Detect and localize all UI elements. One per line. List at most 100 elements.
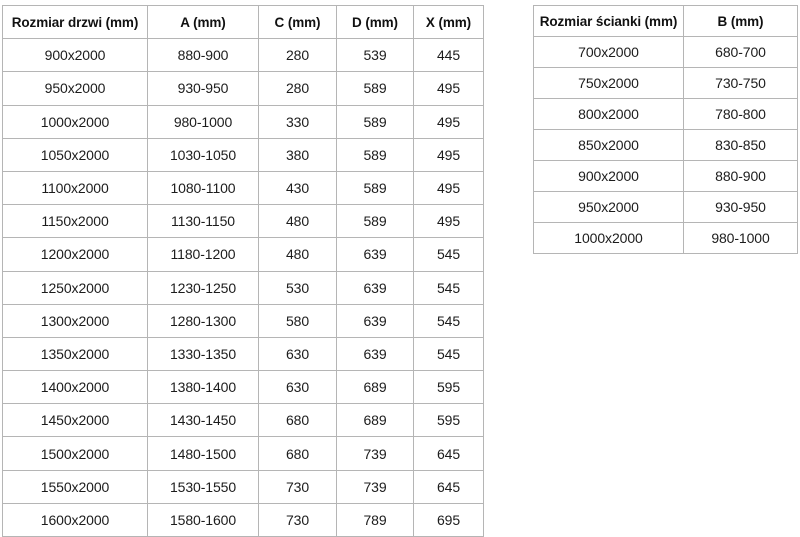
cell-x: 545 <box>413 336 484 372</box>
cell-d: 689 <box>336 403 414 438</box>
table-row: 1050x2000 1030-1050 380 589 495 <box>2 137 484 172</box>
cell-x: 495 <box>413 104 484 139</box>
wall-table-body: 700x2000 680-700 750x2000 730-750 800x20… <box>533 36 798 254</box>
cell-x: 495 <box>413 71 484 106</box>
cell-d: 639 <box>336 237 414 272</box>
wall-header-b: B (mm) <box>683 5 798 37</box>
cell-door-size: 1400x2000 <box>2 370 148 405</box>
cell-door-size: 900x2000 <box>2 38 148 73</box>
door-size-specification-table: Rozmiar drzwi (mm) A (mm) C (mm) D (mm) … <box>2 4 484 537</box>
cell-c: 630 <box>258 336 337 372</box>
cell-door-size: 1100x2000 <box>2 170 148 206</box>
table-row: 1400x2000 1380-1400 630 689 595 <box>2 370 484 405</box>
table-row: 750x2000 730-750 <box>533 67 798 99</box>
cell-a: 1330-1350 <box>147 336 259 372</box>
wall-table-head: Rozmiar ścianki (mm) B (mm) <box>533 5 798 37</box>
cell-door-size: 1450x2000 <box>2 403 148 438</box>
cell-b: 930-950 <box>683 191 798 223</box>
cell-a: 1180-1200 <box>147 237 259 272</box>
cell-a: 1230-1250 <box>147 270 259 305</box>
cell-c: 680 <box>258 436 337 471</box>
cell-a: 1530-1550 <box>147 469 259 504</box>
cell-wall-size: 700x2000 <box>533 36 684 68</box>
table-row: 1000x2000 980-1000 330 589 495 <box>2 104 484 139</box>
doors-table-head: Rozmiar drzwi (mm) A (mm) C (mm) D (mm) … <box>2 4 484 40</box>
cell-wall-size: 1000x2000 <box>533 222 684 254</box>
cell-a: 1280-1300 <box>147 303 259 338</box>
doors-header-d: D (mm) <box>336 4 414 40</box>
table-row: 700x2000 680-700 <box>533 36 798 68</box>
table-row: 1550x2000 1530-1550 730 739 645 <box>2 469 484 504</box>
cell-b: 830-850 <box>683 129 798 161</box>
table-row: 1200x2000 1180-1200 480 639 545 <box>2 237 484 272</box>
cell-b: 730-750 <box>683 67 798 99</box>
doors-header-x: X (mm) <box>413 4 484 40</box>
cell-x: 645 <box>413 436 484 471</box>
cell-d: 639 <box>336 270 414 305</box>
table-row: 1100x2000 1080-1100 430 589 495 <box>2 170 484 206</box>
cell-b: 880-900 <box>683 160 798 192</box>
cell-x: 595 <box>413 370 484 405</box>
cell-c: 280 <box>258 38 337 73</box>
cell-a: 1380-1400 <box>147 370 259 405</box>
cell-a: 980-1000 <box>147 104 259 139</box>
table-row: 1300x2000 1280-1300 580 639 545 <box>2 303 484 338</box>
table-row: 1350x2000 1330-1350 630 639 545 <box>2 336 484 372</box>
cell-a: 1430-1450 <box>147 403 259 438</box>
cell-c: 680 <box>258 403 337 438</box>
cell-a: 880-900 <box>147 38 259 73</box>
doors-table-header-row: Rozmiar drzwi (mm) A (mm) C (mm) D (mm) … <box>2 4 484 40</box>
cell-door-size: 1300x2000 <box>2 303 148 338</box>
cell-d: 589 <box>336 137 414 172</box>
cell-c: 530 <box>258 270 337 305</box>
table-row: 950x2000 930-950 280 589 495 <box>2 71 484 106</box>
cell-wall-size: 950x2000 <box>533 191 684 223</box>
cell-a: 1080-1100 <box>147 170 259 206</box>
cell-door-size: 1550x2000 <box>2 469 148 504</box>
table-row: 1600x2000 1580-1600 730 789 695 <box>2 502 484 537</box>
cell-a: 930-950 <box>147 71 259 106</box>
cell-door-size: 1500x2000 <box>2 436 148 471</box>
cell-a: 1480-1500 <box>147 436 259 471</box>
cell-c: 480 <box>258 204 337 239</box>
cell-c: 430 <box>258 170 337 206</box>
cell-door-size: 1150x2000 <box>2 204 148 239</box>
cell-x: 595 <box>413 403 484 438</box>
cell-c: 730 <box>258 502 337 537</box>
cell-x: 495 <box>413 204 484 239</box>
cell-a: 1130-1150 <box>147 204 259 239</box>
cell-x: 645 <box>413 469 484 504</box>
table-row: 1000x2000 980-1000 <box>533 222 798 254</box>
cell-d: 589 <box>336 170 414 206</box>
cell-c: 330 <box>258 104 337 139</box>
cell-door-size: 950x2000 <box>2 71 148 106</box>
cell-wall-size: 900x2000 <box>533 160 684 192</box>
table-row: 1450x2000 1430-1450 680 689 595 <box>2 403 484 438</box>
cell-d: 689 <box>336 370 414 405</box>
cell-x: 545 <box>413 237 484 272</box>
cell-d: 589 <box>336 71 414 106</box>
specification-tables-container: Rozmiar drzwi (mm) A (mm) C (mm) D (mm) … <box>2 4 798 537</box>
cell-b: 980-1000 <box>683 222 798 254</box>
doors-header-a: A (mm) <box>147 4 259 40</box>
wall-header-size: Rozmiar ścianki (mm) <box>533 5 684 37</box>
cell-c: 280 <box>258 71 337 106</box>
cell-c: 630 <box>258 370 337 405</box>
cell-x: 545 <box>413 303 484 338</box>
doors-table-body: 900x2000 880-900 280 539 445 950x2000 93… <box>2 38 484 537</box>
cell-wall-size: 750x2000 <box>533 67 684 99</box>
cell-d: 639 <box>336 336 414 372</box>
cell-c: 730 <box>258 469 337 504</box>
doors-header-c: C (mm) <box>258 4 337 40</box>
cell-d: 739 <box>336 436 414 471</box>
cell-x: 445 <box>413 38 484 73</box>
wall-table-header-row: Rozmiar ścianki (mm) B (mm) <box>533 5 798 37</box>
cell-c: 580 <box>258 303 337 338</box>
cell-a: 1030-1050 <box>147 137 259 172</box>
cell-c: 480 <box>258 237 337 272</box>
cell-door-size: 1050x2000 <box>2 137 148 172</box>
cell-d: 639 <box>336 303 414 338</box>
doors-header-size: Rozmiar drzwi (mm) <box>2 4 148 40</box>
table-row: 950x2000 930-950 <box>533 191 798 223</box>
cell-d: 539 <box>336 38 414 73</box>
